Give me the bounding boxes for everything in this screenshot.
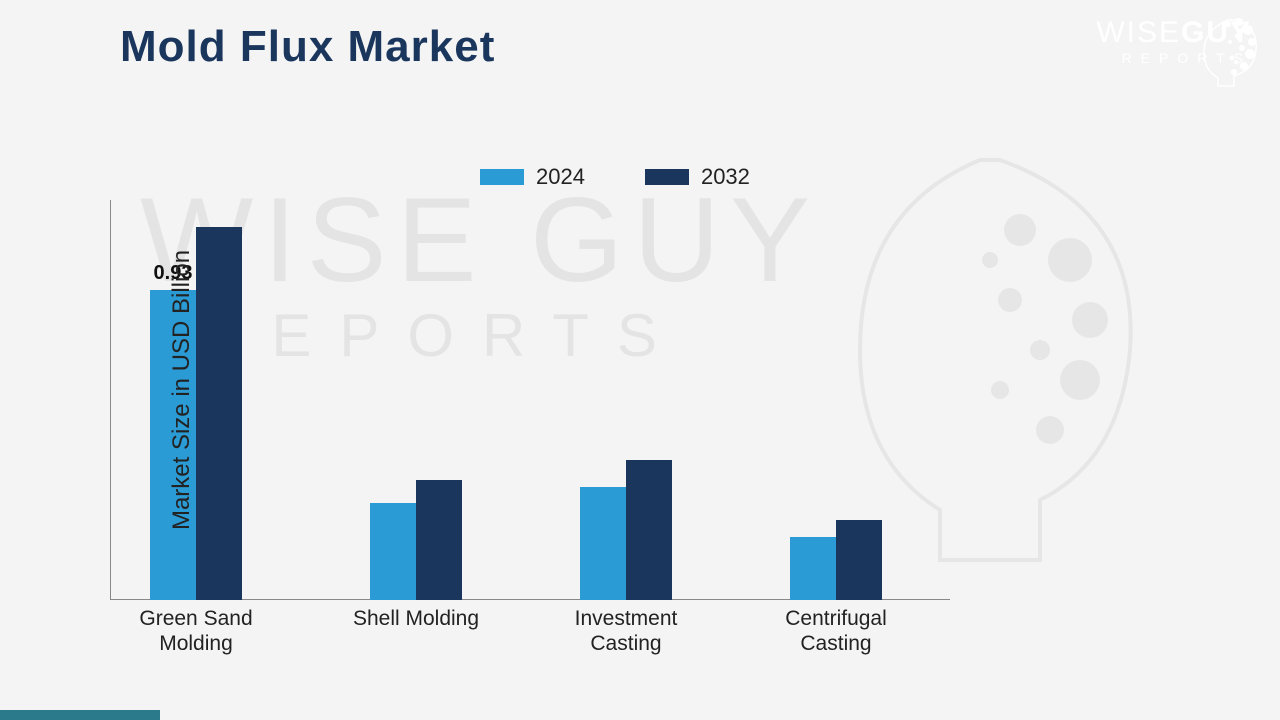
- chart-canvas: Mold Flux Market WISEGUY REPORTS WISE GU…: [0, 0, 1280, 720]
- legend-swatch: [480, 169, 524, 185]
- bar-group: [580, 460, 672, 600]
- x-axis-category-label: Investment Casting: [546, 606, 706, 656]
- bottom-accent-bar: [0, 710, 160, 720]
- bar-2024: [580, 487, 626, 600]
- page-title: Mold Flux Market: [120, 22, 495, 72]
- y-axis-line: [110, 200, 111, 600]
- bar-group: [370, 480, 462, 600]
- logo-word-1: WISE: [1096, 16, 1181, 49]
- y-axis-label: Market Size in USD Billion: [168, 250, 196, 530]
- bar-chart: 0.93: [110, 200, 950, 600]
- bar-group: [790, 520, 882, 600]
- logo-head-icon: [1184, 12, 1262, 90]
- x-axis-category-label: Shell Molding: [336, 606, 496, 631]
- brand-logo: WISEGUY REPORTS: [1096, 18, 1252, 66]
- legend-swatch: [645, 169, 689, 185]
- bar-2024: [370, 503, 416, 600]
- bar-2032: [626, 460, 672, 600]
- x-axis-category-label: Centrifugal Casting: [756, 606, 916, 656]
- bar-2032: [196, 227, 242, 600]
- bar-2032: [836, 520, 882, 600]
- legend: 2024 2032: [480, 164, 750, 190]
- bar-2024: [790, 537, 836, 600]
- legend-item: 2024: [480, 164, 585, 190]
- bar-2032: [416, 480, 462, 600]
- x-axis-labels: Green Sand Molding Shell Molding Investmen…: [110, 600, 950, 700]
- x-axis-category-label: Green Sand Molding: [116, 606, 276, 656]
- legend-label: 2032: [701, 164, 750, 190]
- legend-item: 2032: [645, 164, 750, 190]
- legend-label: 2024: [536, 164, 585, 190]
